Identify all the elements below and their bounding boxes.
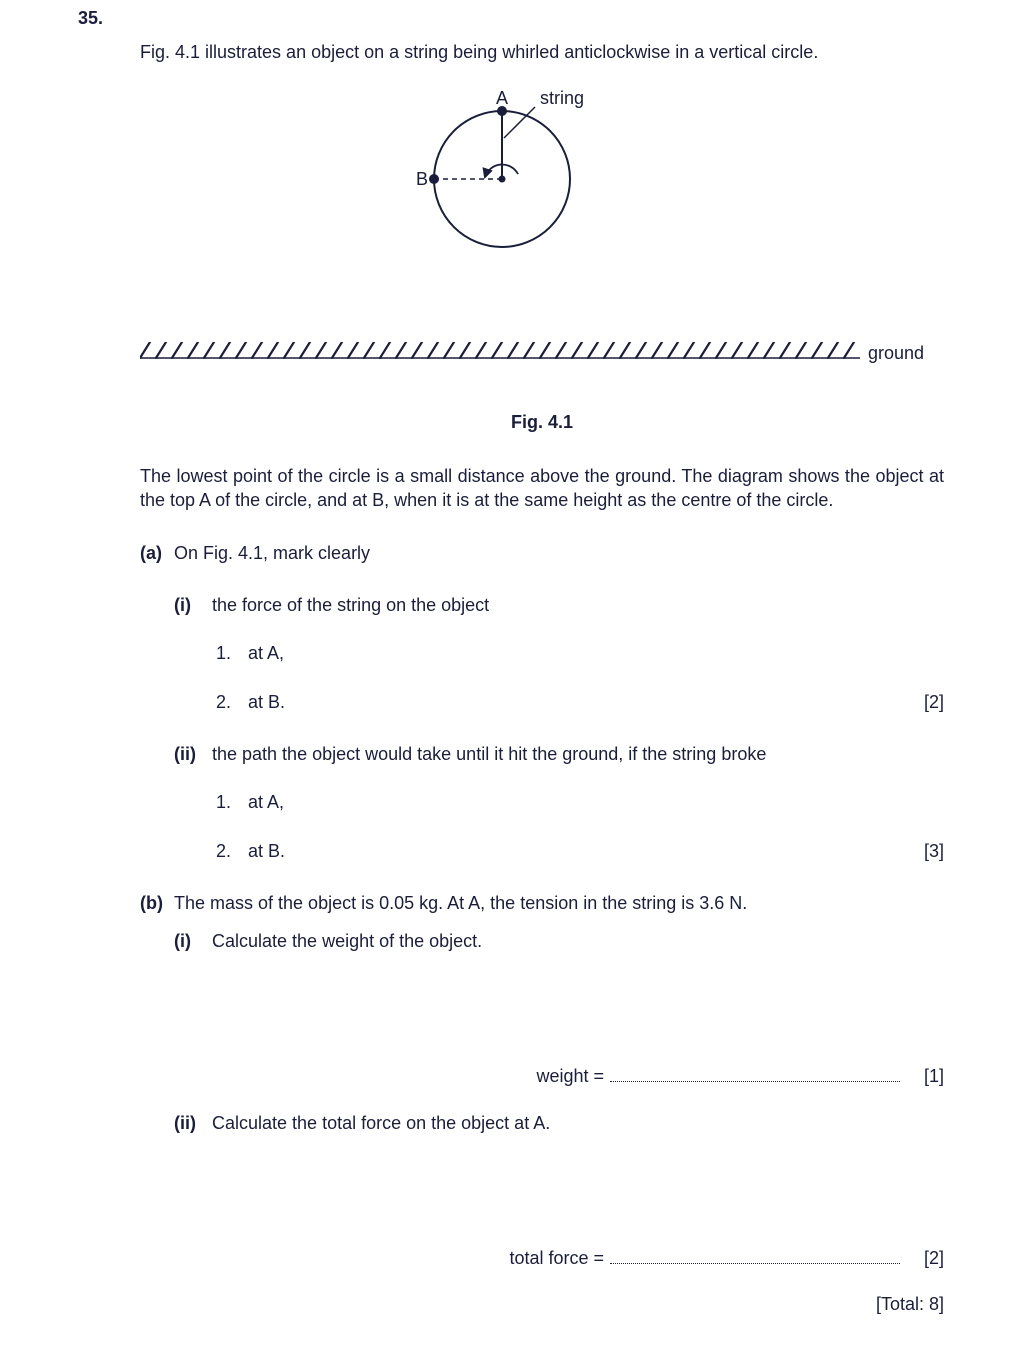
part-a-i-stem: the force of the string on the object	[212, 593, 944, 617]
figure-caption: Fig. 4.1	[140, 410, 944, 434]
part-a-ii-label: (ii)	[174, 742, 212, 863]
question-body: Fig. 4.1 illustrates an object on a stri…	[140, 40, 944, 1317]
enum-number: 1.	[212, 790, 248, 814]
part-b-ii-label: (ii)	[174, 1111, 212, 1271]
enum-text: at A,	[248, 641, 914, 665]
marks: [2]	[914, 690, 944, 714]
label-string: string	[540, 88, 584, 108]
part-a-ii: (ii) the path the object would take unti…	[174, 742, 944, 863]
dotted-answer-line	[610, 1245, 900, 1264]
part-a-stem: On Fig. 4.1, mark clearly	[174, 541, 944, 565]
answer-line-total-force: total force = [2]	[212, 1245, 944, 1270]
part-a: (a) On Fig. 4.1, mark clearly (i) the fo…	[140, 541, 944, 863]
part-b-ii-stem: Calculate the total force on the object …	[212, 1111, 944, 1135]
enum-text: at B.	[248, 839, 914, 863]
context-paragraph: The lowest point of the circle is a smal…	[140, 464, 944, 513]
question-number: 35.	[78, 8, 103, 29]
page: 35. Fig. 4.1 illustrates an object on a …	[0, 0, 1024, 1357]
answer-label: total force =	[212, 1246, 610, 1270]
part-b-stem: The mass of the object is 0.05 kg. At A,…	[174, 891, 944, 915]
part-b-i: (i) Calculate the weight of the object. …	[174, 929, 944, 1089]
intro-text: Fig. 4.1 illustrates an object on a stri…	[140, 40, 944, 64]
label-a: A	[496, 88, 508, 108]
part-a-i-label: (i)	[174, 593, 212, 714]
enum-number: 2.	[212, 839, 248, 863]
part-b-i-label: (i)	[174, 929, 212, 1089]
point-b-dot	[429, 174, 439, 184]
part-a-i: (i) the force of the string on the objec…	[174, 593, 944, 714]
ground-hatch	[140, 342, 860, 364]
part-b-i-stem: Calculate the weight of the object.	[212, 929, 944, 953]
enum-number: 1.	[212, 641, 248, 665]
marks: [2]	[900, 1246, 944, 1270]
enum-text: at A,	[248, 790, 914, 814]
part-a-ii-stem: the path the object would take until it …	[212, 742, 944, 766]
total-marks: [Total: 8]	[174, 1292, 944, 1316]
marks: [3]	[914, 839, 944, 863]
enum-number: 2.	[212, 690, 248, 714]
part-b-label: (b)	[140, 891, 174, 1317]
dotted-answer-line	[610, 1063, 900, 1082]
part-a-label: (a)	[140, 541, 174, 863]
enum-text: at B.	[248, 690, 914, 714]
answer-line-weight: weight = [1]	[212, 1063, 944, 1088]
part-b-ii: (ii) Calculate the total force on the ob…	[174, 1111, 944, 1271]
label-ground: ground	[868, 341, 924, 365]
label-b: B	[416, 169, 428, 189]
ground-row: ground	[140, 341, 944, 365]
part-b: (b) The mass of the object is 0.05 kg. A…	[140, 891, 944, 1317]
circle-diagram: A B string	[382, 84, 702, 274]
center-dot	[499, 176, 506, 183]
marks: [1]	[900, 1064, 944, 1088]
answer-label: weight =	[212, 1064, 610, 1088]
figure-4-1: A B string	[140, 84, 944, 280]
